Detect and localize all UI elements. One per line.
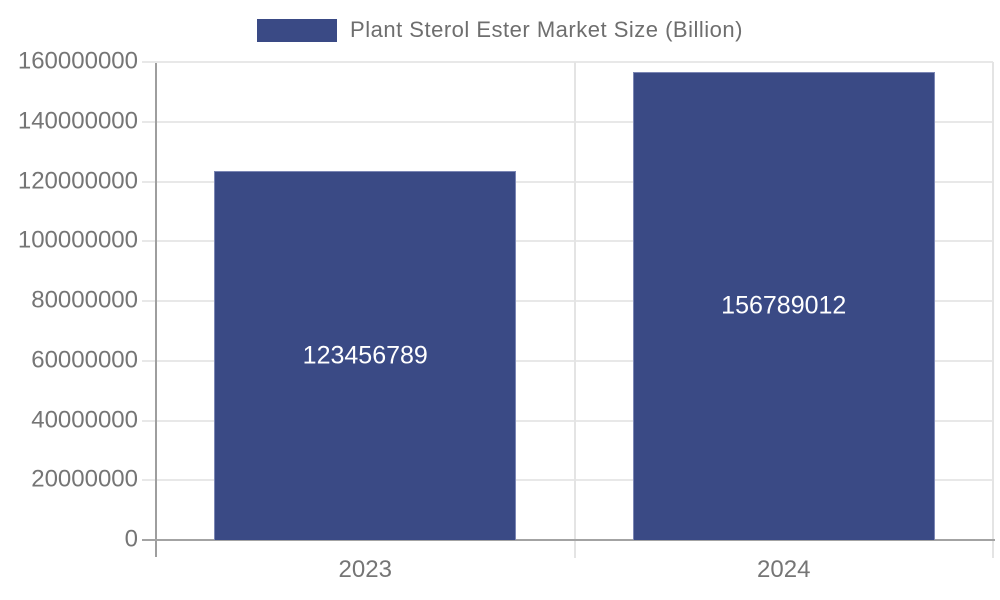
y-gridline xyxy=(142,240,993,243)
legend-swatch xyxy=(257,18,338,42)
y-gridline xyxy=(142,359,993,362)
bar[interactable]: 156789012 xyxy=(632,71,935,540)
y-tick-label: 40000000 xyxy=(31,405,138,433)
y-axis-line xyxy=(155,63,157,557)
y-tick-label: 60000000 xyxy=(31,346,138,374)
y-tick-label: 100000000 xyxy=(17,226,138,254)
y-tick-label: 20000000 xyxy=(31,465,138,493)
y-tick-label: 0 xyxy=(124,525,138,553)
y-gridline xyxy=(142,300,993,302)
y-tick-label: 80000000 xyxy=(31,286,138,314)
y-tick-label: 120000000 xyxy=(17,166,138,194)
v-gridline xyxy=(573,62,576,558)
x-axis-line xyxy=(142,539,995,541)
x-tick-label: 2024 xyxy=(757,556,811,583)
y-gridline xyxy=(142,180,993,183)
bar[interactable]: 123456789 xyxy=(214,171,517,540)
y-gridline xyxy=(142,479,993,482)
plot-area: 123456789 156789012 xyxy=(156,62,993,540)
bar-value-label: 123456789 xyxy=(302,341,428,370)
legend-label: Plant Sterol Ester Market Size (Billion) xyxy=(350,17,743,42)
y-tick-label: 160000000 xyxy=(17,47,138,75)
y-gridline xyxy=(142,61,993,63)
y-gridline xyxy=(142,120,993,123)
x-tick-label: 2023 xyxy=(338,556,392,583)
v-gridline xyxy=(992,62,994,558)
bar-value-label: 156789012 xyxy=(721,291,847,320)
y-tick-label: 140000000 xyxy=(17,107,138,135)
legend[interactable]: Plant Sterol Ester Market Size (Billion) xyxy=(0,17,1000,43)
y-gridline xyxy=(142,419,993,422)
